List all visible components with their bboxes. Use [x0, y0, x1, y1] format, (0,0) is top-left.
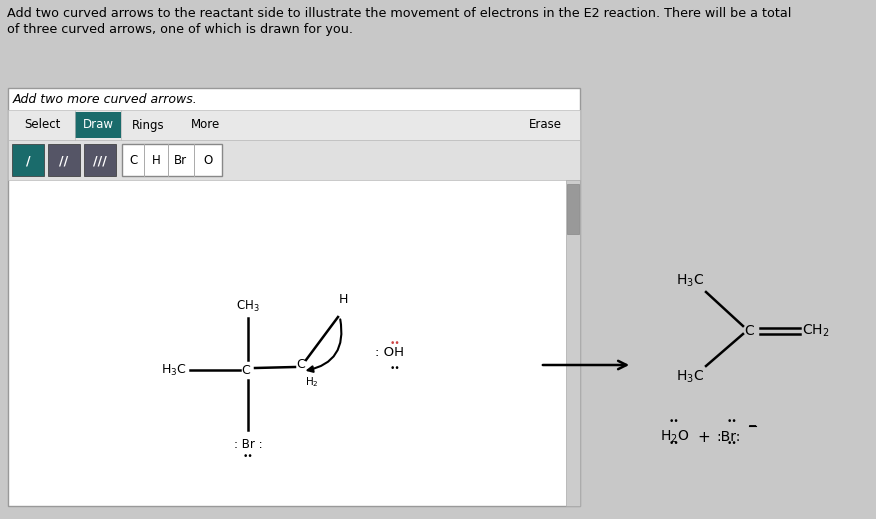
Text: :Br:: :Br: — [716, 430, 740, 444]
Text: : OH: : OH — [375, 347, 404, 360]
Text: of three curved arrows, one of which is drawn for you.: of three curved arrows, one of which is … — [7, 23, 353, 36]
Text: ••: •• — [668, 417, 680, 426]
Bar — [12, 144, 44, 176]
Text: Select: Select — [24, 118, 60, 131]
Text: Add two more curved arrows.: Add two more curved arrows. — [13, 93, 198, 106]
Text: Draw: Draw — [82, 118, 114, 131]
Text: ••: •• — [726, 417, 738, 426]
Text: ///: /// — [93, 155, 107, 168]
Bar — [75, 112, 121, 138]
Text: C: C — [241, 363, 250, 376]
FancyArrowPatch shape — [307, 319, 342, 372]
Text: H$_2$: H$_2$ — [305, 375, 319, 389]
Text: C: C — [130, 155, 138, 168]
Text: Br: Br — [173, 155, 187, 168]
Text: O: O — [203, 155, 213, 168]
Bar — [122, 144, 222, 176]
Text: C: C — [744, 324, 753, 338]
Text: Erase: Erase — [528, 118, 562, 131]
Text: //: // — [60, 155, 68, 168]
Text: CH$_3$: CH$_3$ — [237, 299, 260, 314]
Text: H$_3$C: H$_3$C — [676, 272, 704, 289]
Text: : Br :: : Br : — [234, 438, 263, 451]
Bar — [48, 144, 80, 176]
Bar — [566, 180, 580, 506]
Text: CH$_2$: CH$_2$ — [802, 323, 830, 339]
Text: ••: •• — [390, 364, 400, 373]
Bar — [8, 110, 580, 140]
Bar — [567, 184, 579, 234]
Text: More: More — [190, 118, 220, 131]
Text: /: / — [25, 155, 31, 168]
Bar — [8, 140, 580, 180]
Text: ••: •• — [726, 439, 738, 448]
Text: −: − — [748, 421, 758, 431]
Text: H$_2$O: H$_2$O — [660, 429, 689, 445]
Text: C: C — [296, 359, 305, 372]
Text: ••: •• — [390, 339, 400, 348]
Text: ••: •• — [243, 452, 253, 461]
Text: H$_3$C: H$_3$C — [161, 362, 187, 377]
Text: H: H — [152, 155, 160, 168]
Text: +: + — [697, 430, 710, 444]
Text: ••: •• — [668, 439, 680, 448]
Bar — [84, 144, 116, 176]
Text: Rings: Rings — [131, 118, 165, 131]
Text: Add two curved arrows to the reactant side to illustrate the movement of electro: Add two curved arrows to the reactant si… — [7, 7, 791, 20]
Text: H$_3$C: H$_3$C — [676, 369, 704, 386]
Text: H: H — [338, 293, 348, 306]
Bar — [8, 88, 580, 506]
